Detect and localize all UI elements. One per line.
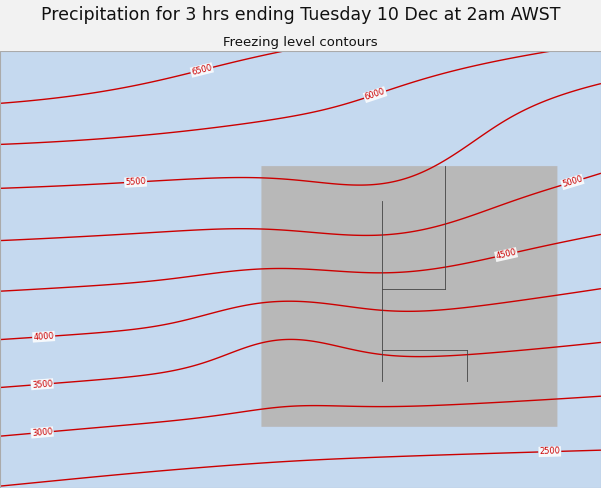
Text: 4500: 4500	[495, 248, 517, 261]
Text: 3500: 3500	[31, 379, 53, 389]
Text: 5000: 5000	[561, 175, 584, 189]
Text: Freezing level contours: Freezing level contours	[223, 36, 378, 48]
Text: 6500: 6500	[191, 63, 213, 77]
Text: 2500: 2500	[539, 447, 560, 456]
Text: 5500: 5500	[125, 177, 146, 187]
Text: 4000: 4000	[33, 331, 55, 342]
Text: 3000: 3000	[31, 427, 53, 438]
Text: 6000: 6000	[364, 87, 386, 102]
Text: Precipitation for 3 hrs ending Tuesday 10 Dec at 2am AWST: Precipitation for 3 hrs ending Tuesday 1…	[41, 6, 560, 24]
